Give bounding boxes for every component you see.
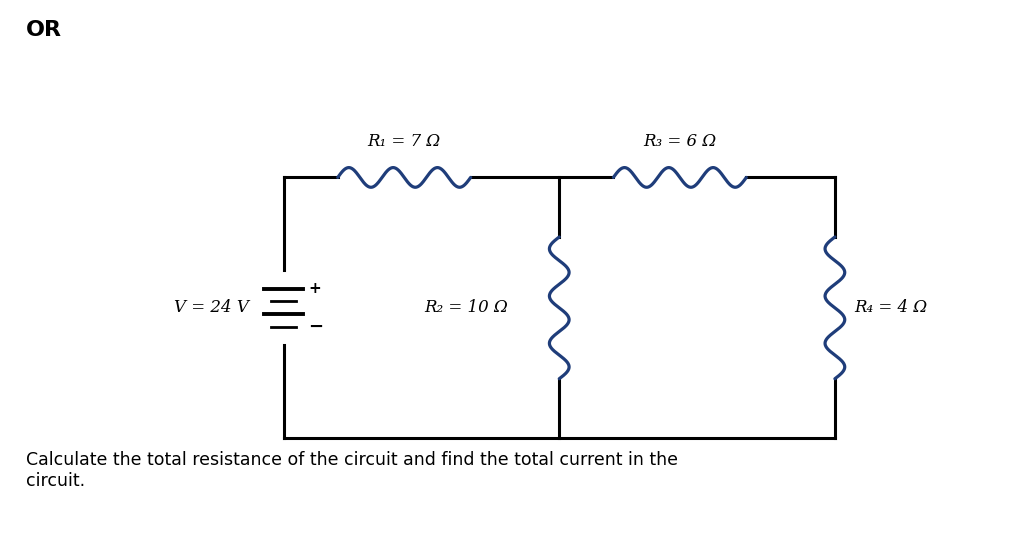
Text: OR: OR (26, 20, 61, 40)
Text: −: − (308, 318, 324, 336)
Text: +: + (308, 281, 321, 296)
Text: R₁ = 7 Ω: R₁ = 7 Ω (368, 133, 440, 150)
Text: R₂ = 10 Ω: R₂ = 10 Ω (424, 300, 508, 316)
Text: V = 24 V: V = 24 V (174, 300, 249, 316)
Text: R₄ = 4 Ω: R₄ = 4 Ω (855, 300, 928, 316)
Text: Calculate the total resistance of the circuit and find the total current in the
: Calculate the total resistance of the ci… (26, 451, 678, 490)
Text: R₃ = 6 Ω: R₃ = 6 Ω (643, 133, 717, 150)
